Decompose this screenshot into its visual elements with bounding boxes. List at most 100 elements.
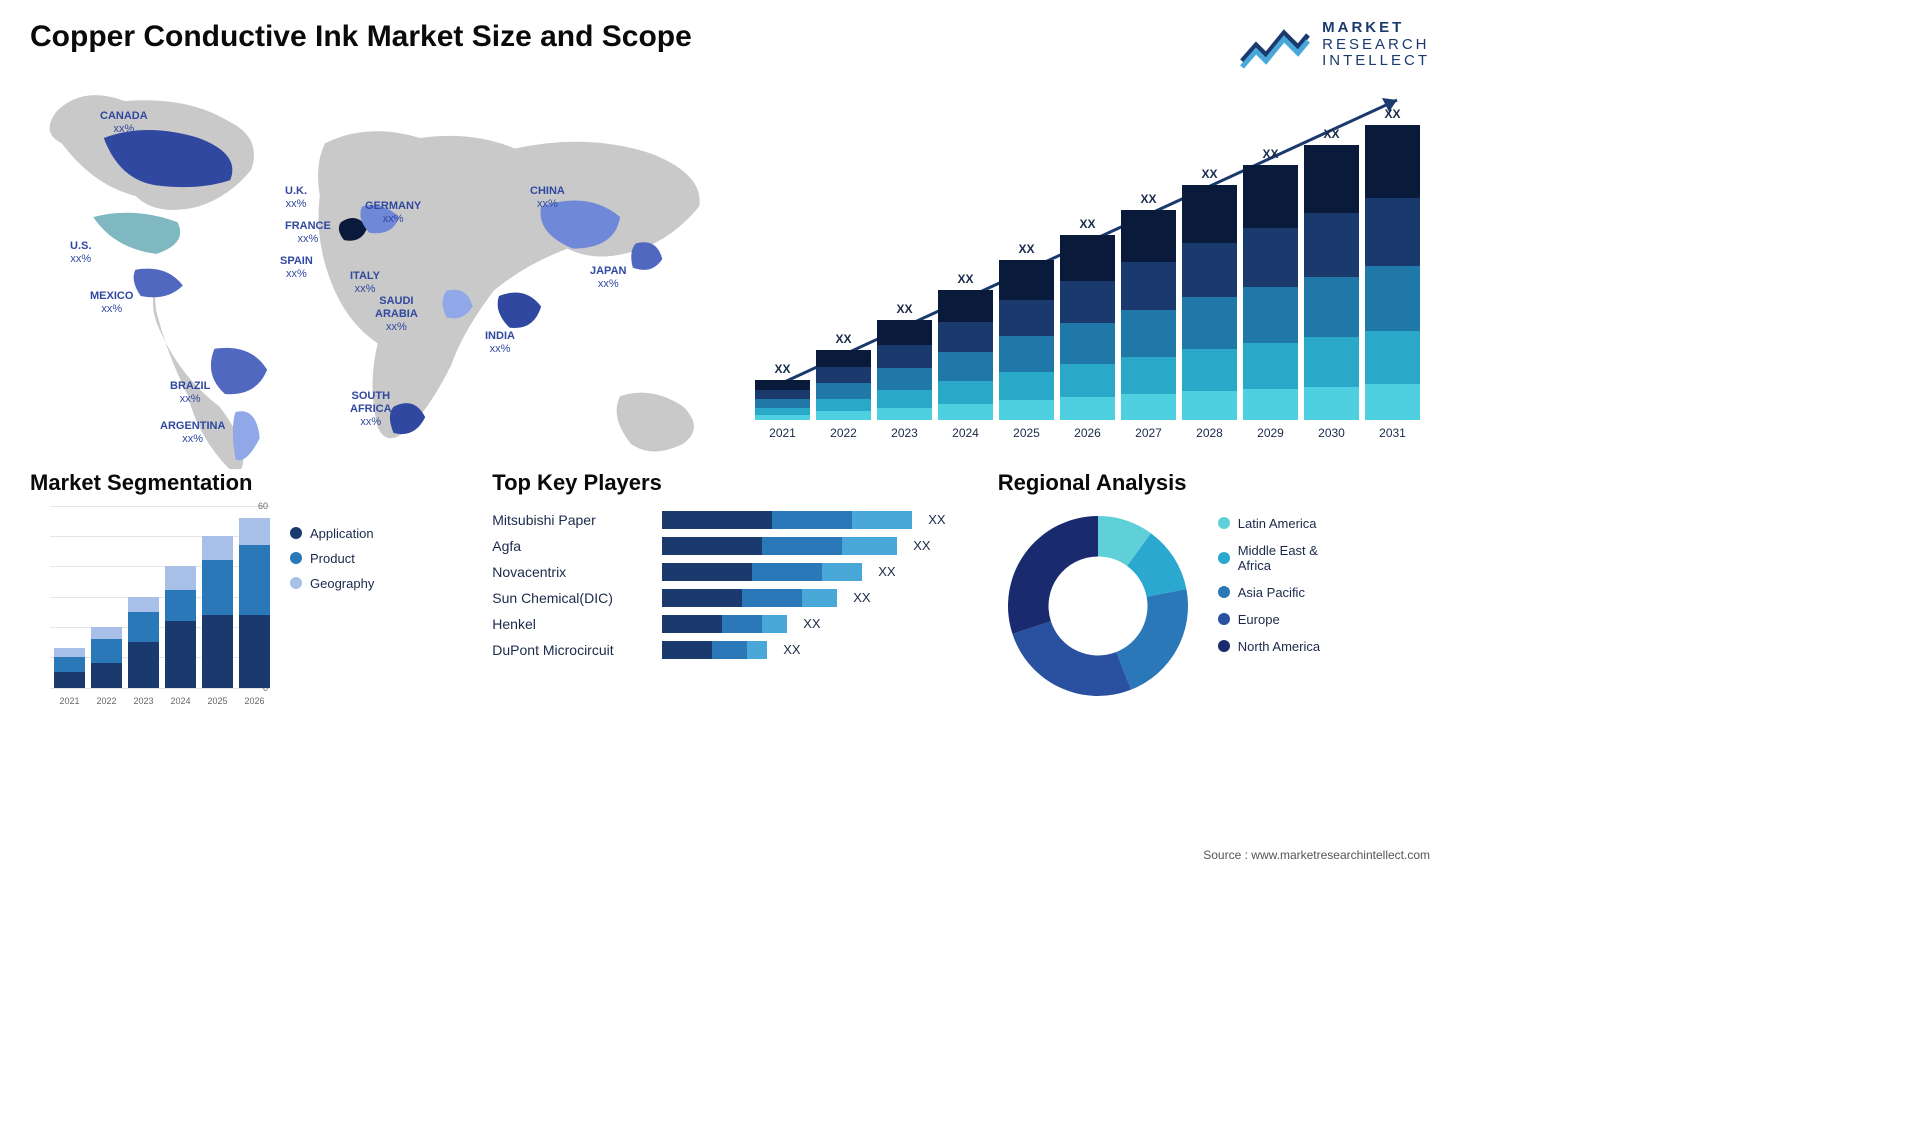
player-bar: [662, 511, 912, 529]
legend-item: Latin America: [1218, 516, 1320, 531]
logo-text-3: INTELLECT: [1322, 53, 1430, 70]
map-country-label: MEXICOxx%: [90, 290, 133, 316]
legend-item: Product: [290, 551, 374, 566]
segmentation-panel: Market Segmentation 01020304050602021202…: [30, 470, 462, 706]
segmentation-bar: [91, 627, 122, 688]
legend-swatch-icon: [290, 552, 302, 564]
player-row: AgfaXX: [492, 537, 967, 555]
map-country-label: GERMANYxx%: [365, 200, 421, 226]
segmentation-bar: [202, 536, 233, 688]
logo-text-2: RESEARCH: [1322, 37, 1430, 54]
forecast-bar: XX 2023: [877, 302, 932, 440]
x-tick-label: 2021: [54, 696, 85, 706]
segmentation-bar: [54, 648, 85, 687]
map-country-label: BRAZILxx%: [170, 380, 210, 406]
forecast-bar: XX2022: [816, 332, 871, 440]
bar-value-label: XX: [774, 362, 790, 376]
player-value-label: XX: [928, 512, 945, 527]
player-name-label: DuPont Microcircuit: [492, 642, 652, 658]
brand-logo: MARKET RESEARCH INTELLECT: [1240, 20, 1430, 70]
player-value-label: XX: [878, 564, 895, 579]
legend-swatch-icon: [1218, 517, 1230, 529]
forecast-bar: XX 2028: [1182, 167, 1237, 440]
player-bar: [662, 563, 862, 581]
legend-swatch-icon: [1218, 640, 1230, 652]
bar-year-label: 2022: [830, 426, 857, 440]
player-bar: [662, 589, 837, 607]
legend-item: Middle East &Africa: [1218, 543, 1320, 573]
bar-value-label: XX: [1018, 242, 1034, 256]
legend-label: Asia Pacific: [1238, 585, 1305, 600]
donut-slice: [1012, 621, 1131, 696]
player-name-label: Agfa: [492, 538, 652, 554]
segmentation-chart: 0102030405060202120222023202420252026: [30, 506, 270, 706]
regional-title: Regional Analysis: [998, 470, 1430, 496]
x-tick-label: 2025: [202, 696, 233, 706]
bar-value-label: XX: [896, 302, 912, 316]
player-row: NovacentrixXX: [492, 563, 967, 581]
bar-value-label: XX: [1384, 107, 1400, 121]
bar-year-label: 2027: [1135, 426, 1162, 440]
logo-mark-icon: [1240, 21, 1310, 69]
player-bar: [662, 537, 897, 555]
players-chart: Mitsubishi PaperXXAgfaXXNovacentrixXXSun…: [492, 506, 967, 659]
bar-year-label: 2030: [1318, 426, 1345, 440]
bar-value-label: XX: [1323, 127, 1339, 141]
bar-year-label: 2026: [1074, 426, 1101, 440]
segmentation-legend: Application Product Geography: [290, 506, 374, 706]
legend-item: North America: [1218, 639, 1320, 654]
map-country-label: SAUDIARABIAxx%: [375, 295, 418, 335]
legend-item: Asia Pacific: [1218, 585, 1320, 600]
map-country-label: U.K.xx%: [285, 185, 307, 211]
player-row: DuPont MicrocircuitXX: [492, 641, 967, 659]
x-tick-label: 2024: [165, 696, 196, 706]
map-country-label: ITALYxx%: [350, 270, 380, 296]
player-row: Mitsubishi PaperXX: [492, 511, 967, 529]
player-value-label: XX: [803, 616, 820, 631]
player-name-label: Henkel: [492, 616, 652, 632]
donut-slice: [1008, 516, 1098, 634]
legend-item: Geography: [290, 576, 374, 591]
map-country-label: JAPANxx%: [590, 265, 626, 291]
legend-label: North America: [1238, 639, 1320, 654]
map-country-label: CHINAxx%: [530, 185, 565, 211]
legend-swatch-icon: [1218, 613, 1230, 625]
map-country-label: FRANCExx%: [285, 220, 331, 246]
map-country-label: SOUTHAFRICAxx%: [350, 390, 392, 430]
main-forecast-chart: XX2021XX2022XX2023XX2024XX2025XX2026XX20…: [745, 80, 1430, 450]
map-country-label: U.S.xx%: [70, 240, 91, 266]
bar-year-label: 2021: [769, 426, 796, 440]
legend-label: Europe: [1238, 612, 1280, 627]
segmentation-title: Market Segmentation: [30, 470, 462, 496]
regional-legend: Latin America Middle East &Africa Asia Pac…: [1218, 506, 1320, 706]
map-country-label: INDIAxx%: [485, 330, 515, 356]
player-row: Henkel XX: [492, 615, 967, 633]
bar-year-label: 2031: [1379, 426, 1406, 440]
source-citation: Source : www.marketresearchintellect.com: [1203, 848, 1430, 862]
bar-year-label: 2025: [1013, 426, 1040, 440]
legend-label: Middle East &Africa: [1238, 543, 1318, 573]
forecast-bar: XX 2025: [999, 242, 1054, 440]
segmentation-bar: [239, 518, 270, 688]
bar-year-label: 2029: [1257, 426, 1284, 440]
legend-item: Application: [290, 526, 374, 541]
bar-year-label: 2024: [952, 426, 979, 440]
bar-value-label: XX: [1201, 167, 1217, 181]
forecast-bar: XX 2031: [1365, 107, 1420, 440]
bar-year-label: 2028: [1196, 426, 1223, 440]
x-tick-label: 2026: [239, 696, 270, 706]
x-tick-label: 2023: [128, 696, 159, 706]
donut-slice: [1116, 589, 1188, 690]
legend-item: Europe: [1218, 612, 1320, 627]
legend-swatch-icon: [290, 527, 302, 539]
forecast-bar: XX2026: [1060, 217, 1115, 440]
players-title: Top Key Players: [492, 470, 967, 496]
legend-swatch-icon: [1218, 586, 1230, 598]
bar-value-label: XX: [1140, 192, 1156, 206]
bar-year-label: 2023: [891, 426, 918, 440]
map-country-label: SPAINxx%: [280, 255, 313, 281]
forecast-bar: XX 2021: [755, 362, 810, 440]
forecast-bar: XX2029: [1243, 147, 1298, 440]
players-panel: Top Key Players Mitsubishi PaperXXAgfaXX…: [492, 470, 967, 706]
forecast-bar: XX2024: [938, 272, 993, 440]
